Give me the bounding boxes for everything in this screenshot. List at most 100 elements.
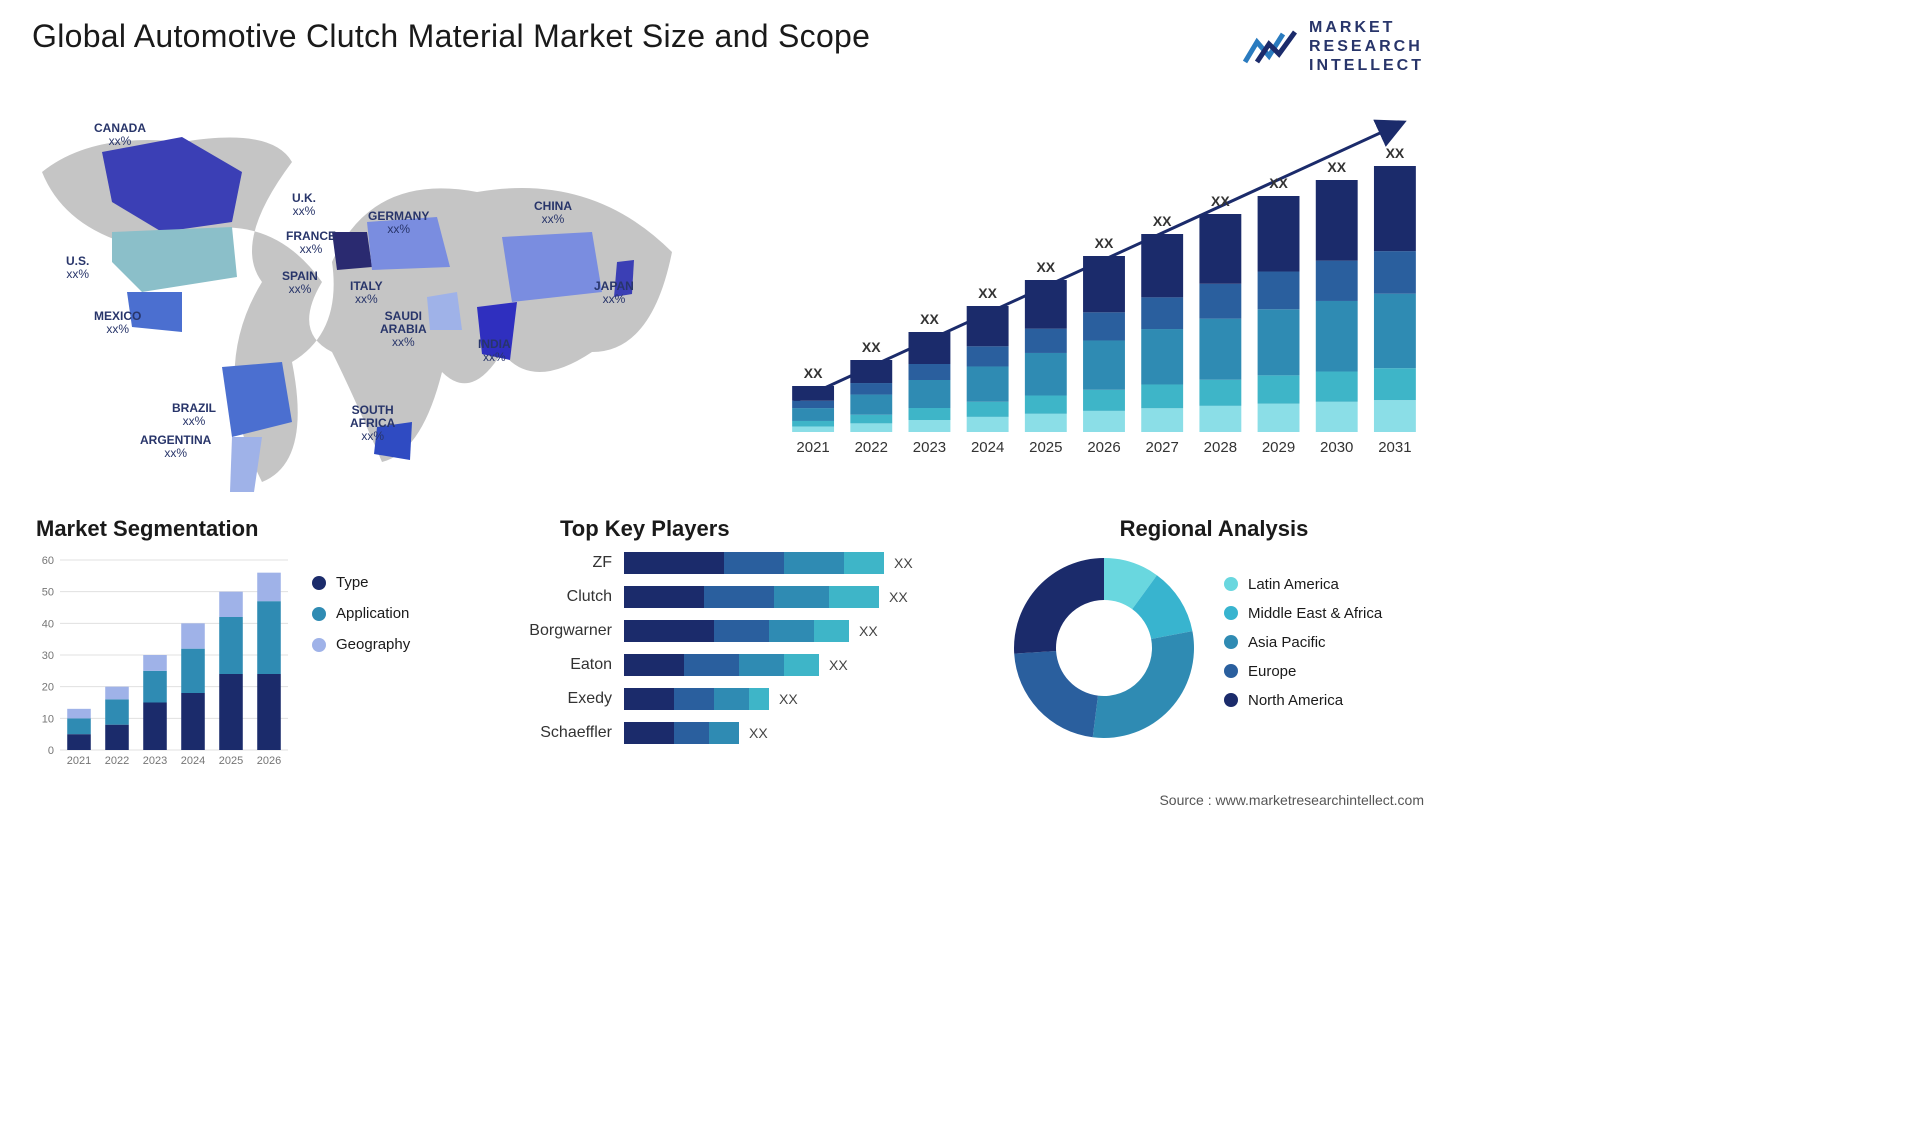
seg-bar-seg <box>143 671 167 703</box>
forecast-bar-seg <box>1316 261 1358 301</box>
svg-text:20: 20 <box>42 682 54 694</box>
map-label-italy: ITALYxx% <box>350 280 383 306</box>
player-row: Exedy XX <box>500 686 980 712</box>
forecast-bar-seg <box>1141 329 1183 384</box>
forecast-bar-seg <box>1199 214 1241 284</box>
forecast-bar-seg <box>1258 272 1300 310</box>
player-bar <box>624 620 849 642</box>
forecast-bar-seg <box>1374 368 1416 400</box>
map-label-india: INDIAxx% <box>478 338 511 364</box>
forecast-bar-seg <box>1316 180 1358 261</box>
forecast-bar-seg <box>1083 340 1125 389</box>
forecast-bar-seg <box>1141 384 1183 408</box>
forecast-bar-seg <box>1083 390 1125 411</box>
brand-logo: MARKET RESEARCH INTELLECT <box>1243 18 1424 76</box>
player-name: Exedy <box>500 690 624 708</box>
forecast-bar-seg <box>1374 251 1416 294</box>
forecast-bar-seg <box>1141 408 1183 432</box>
logo-mark-icon <box>1243 28 1297 66</box>
svg-text:XX: XX <box>1327 159 1346 175</box>
player-name: Schaeffler <box>500 724 624 742</box>
map-label-spain: SPAINxx% <box>282 270 318 296</box>
world-map-panel: CANADAxx%U.S.xx%MEXICOxx%BRAZILxx%ARGENT… <box>32 92 712 492</box>
svg-text:50: 50 <box>42 587 54 599</box>
player-bar <box>624 688 769 710</box>
map-country-usa <box>112 227 237 292</box>
map-label-southafrica: SOUTHAFRICAxx% <box>350 404 395 444</box>
forecast-bar-seg <box>850 395 892 415</box>
seg-bar-seg <box>219 617 243 674</box>
player-bar <box>624 722 739 744</box>
forecast-bar-seg <box>909 420 951 432</box>
forecast-bar-seg <box>850 360 892 383</box>
svg-text:2029: 2029 <box>1262 439 1295 456</box>
svg-text:2028: 2028 <box>1204 439 1237 456</box>
forecast-bar-seg <box>1199 284 1241 319</box>
region-legend-item: Middle East & Africa <box>1224 605 1382 622</box>
map-country-argentina <box>230 437 262 492</box>
svg-text:2023: 2023 <box>143 755 167 767</box>
player-bar <box>624 654 819 676</box>
svg-text:30: 30 <box>42 650 54 662</box>
svg-text:2025: 2025 <box>219 755 243 767</box>
seg-bar-seg <box>181 649 205 693</box>
logo-line1: MARKET <box>1309 18 1424 37</box>
svg-text:2025: 2025 <box>1029 439 1062 456</box>
svg-text:60: 60 <box>42 555 54 567</box>
map-label-japan: JAPANxx% <box>594 280 634 306</box>
player-value: XX <box>894 555 913 571</box>
forecast-bar-seg <box>909 364 951 380</box>
map-country-saudi <box>427 292 462 330</box>
forecast-bar-seg <box>1316 372 1358 402</box>
svg-text:2031: 2031 <box>1378 439 1411 456</box>
forecast-bar-seg <box>909 380 951 408</box>
seg-bar-seg <box>219 674 243 750</box>
forecast-bar-seg <box>792 386 834 401</box>
forecast-bar-seg <box>1258 196 1300 272</box>
forecast-bar-seg <box>1025 353 1067 396</box>
svg-text:2024: 2024 <box>181 755 205 767</box>
player-value: XX <box>779 691 798 707</box>
svg-text:2022: 2022 <box>855 439 888 456</box>
region-legend-item: North America <box>1224 692 1382 709</box>
forecast-panel: XX2021XX2022XX2023XX2024XX2025XX2026XX20… <box>764 92 1424 472</box>
region-legend: Latin AmericaMiddle East & AfricaAsia Pa… <box>1224 576 1382 721</box>
player-row: Borgwarner XX <box>500 618 980 644</box>
map-label-argentina: ARGENTINAxx% <box>140 434 211 460</box>
forecast-bar-seg <box>1258 309 1300 375</box>
svg-text:2030: 2030 <box>1320 439 1353 456</box>
seg-bar-seg <box>105 699 129 724</box>
source-label: Source : www.marketresearchintellect.com <box>1159 792 1424 808</box>
map-country-china <box>502 232 602 302</box>
forecast-bar-seg <box>850 423 892 432</box>
forecast-bar-seg <box>1374 294 1416 368</box>
svg-text:10: 10 <box>42 713 54 725</box>
region-title: Regional Analysis <box>1004 516 1424 542</box>
seg-legend-item: Geography <box>312 636 410 653</box>
player-row: EatonXX <box>500 652 980 678</box>
forecast-bar-seg <box>967 306 1009 346</box>
player-value: XX <box>859 623 878 639</box>
player-name: ZF <box>500 554 624 572</box>
svg-text:XX: XX <box>978 285 997 301</box>
forecast-bar-seg <box>792 421 834 427</box>
forecast-bar-seg <box>967 346 1009 366</box>
player-row: ZF XX <box>500 550 980 576</box>
svg-text:2027: 2027 <box>1145 439 1178 456</box>
forecast-bar-seg <box>1025 280 1067 329</box>
seg-bar-seg <box>181 623 205 648</box>
player-value: XX <box>829 657 848 673</box>
svg-text:40: 40 <box>42 618 54 630</box>
forecast-bar-seg <box>850 383 892 395</box>
player-name: Borgwarner <box>500 622 624 640</box>
forecast-bar-seg <box>1083 312 1125 340</box>
svg-text:0: 0 <box>48 745 54 757</box>
forecast-bar-seg <box>909 332 951 364</box>
forecast-bar-seg <box>967 366 1009 401</box>
seg-bar-seg <box>257 601 281 674</box>
svg-text:2022: 2022 <box>105 755 129 767</box>
player-name: Clutch <box>500 588 624 606</box>
seg-bar-seg <box>257 573 281 602</box>
forecast-bar-seg <box>792 401 834 408</box>
forecast-bar-seg <box>1025 396 1067 414</box>
